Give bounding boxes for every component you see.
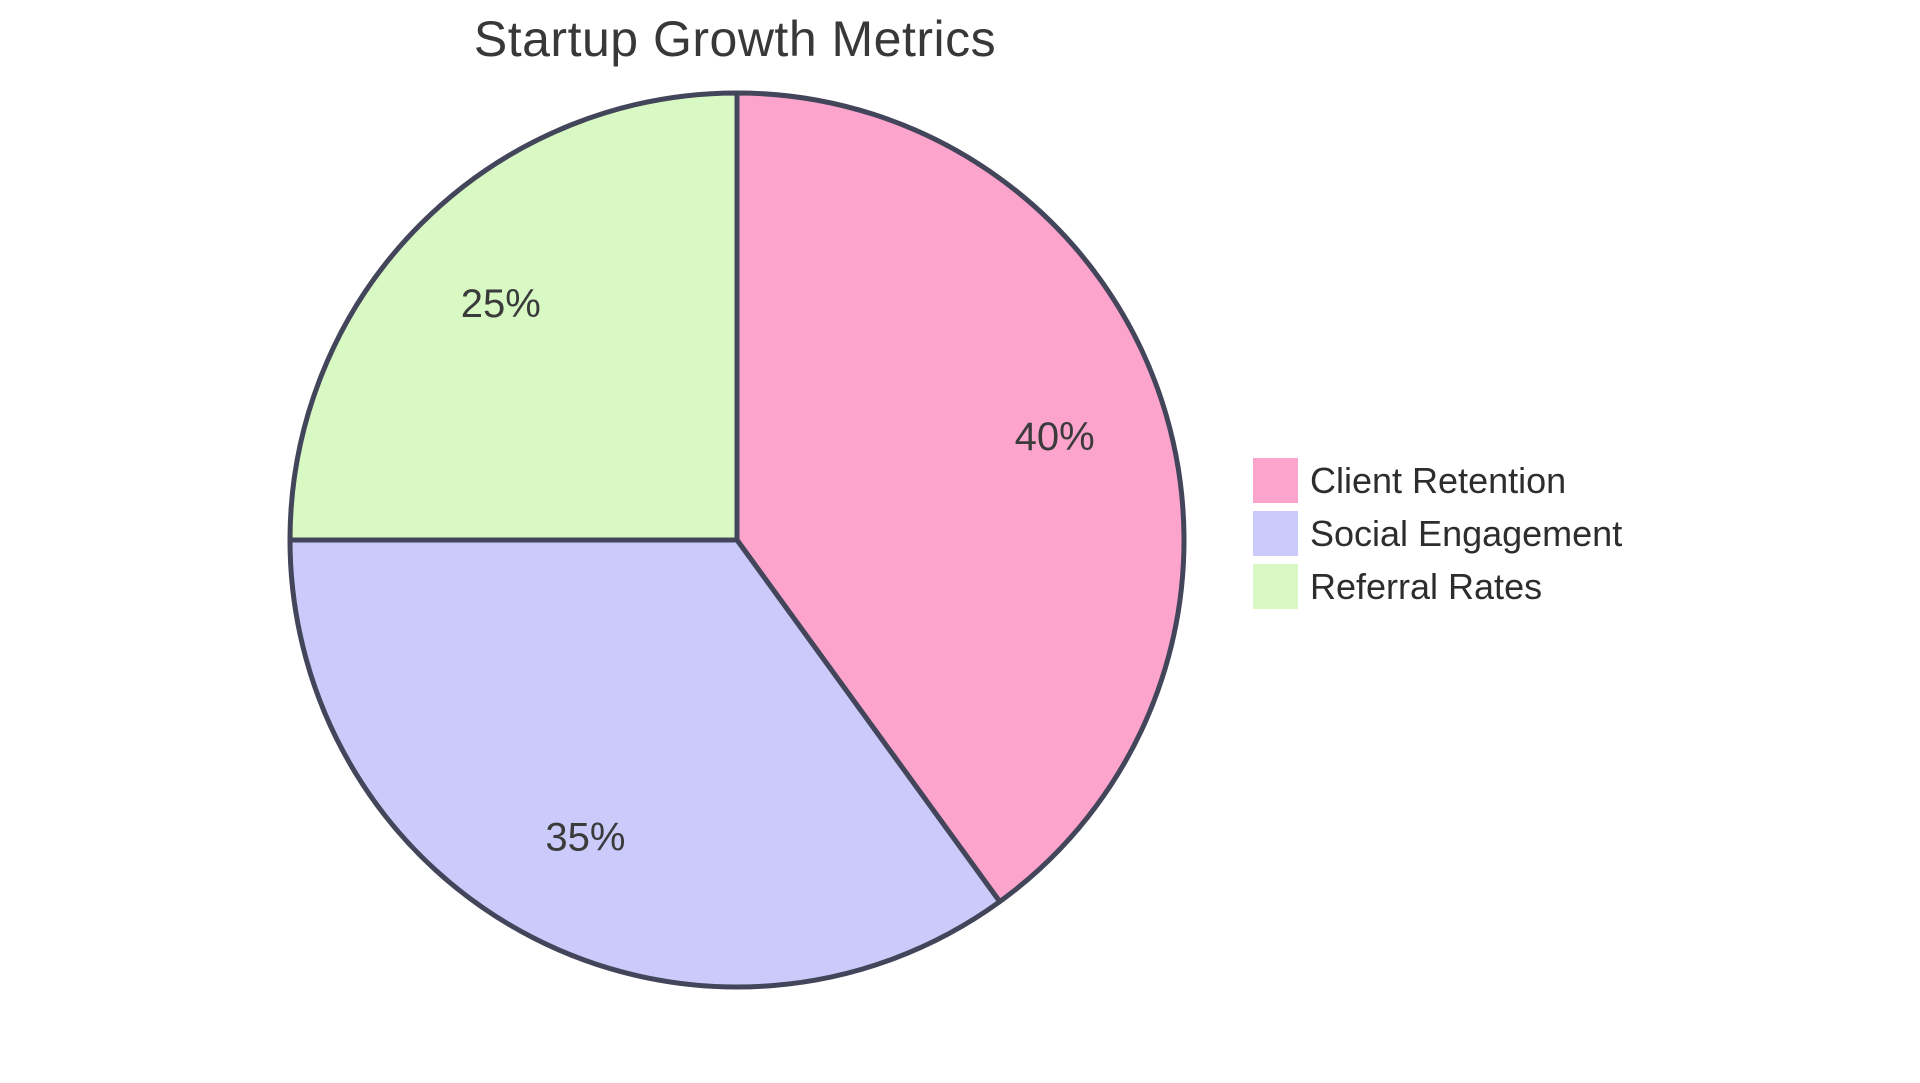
pie-slice-referral-rates xyxy=(287,90,740,543)
legend-swatch-social-engagement xyxy=(1253,511,1298,556)
legend-label-social-engagement: Social Engagement xyxy=(1310,512,1623,554)
pie-slice-social-engagement xyxy=(287,537,1003,990)
legend-item-social-engagement: Social Engagement xyxy=(1253,511,1622,556)
slice-label-referral-rates: 25% xyxy=(461,282,541,326)
legend-label-client-retention: Client Retention xyxy=(1310,459,1567,501)
chart-title: Startup Growth Metrics xyxy=(473,11,997,67)
legend-swatch-referral-rates xyxy=(1253,564,1298,609)
legend-swatch-client-retention xyxy=(1253,458,1298,503)
legend-item-referral-rates: Referral Rates xyxy=(1253,564,1622,609)
legend: Client Retention Social Engagement Refer… xyxy=(1253,458,1622,609)
slice-label-social-engagement: 35% xyxy=(545,816,625,860)
pie-slice-client-retention xyxy=(734,90,1187,905)
slice-label-client-retention: 40% xyxy=(1015,415,1095,459)
legend-label-referral-rates: Referral Rates xyxy=(1310,565,1543,607)
legend-item-client-retention: Client Retention xyxy=(1253,458,1622,503)
